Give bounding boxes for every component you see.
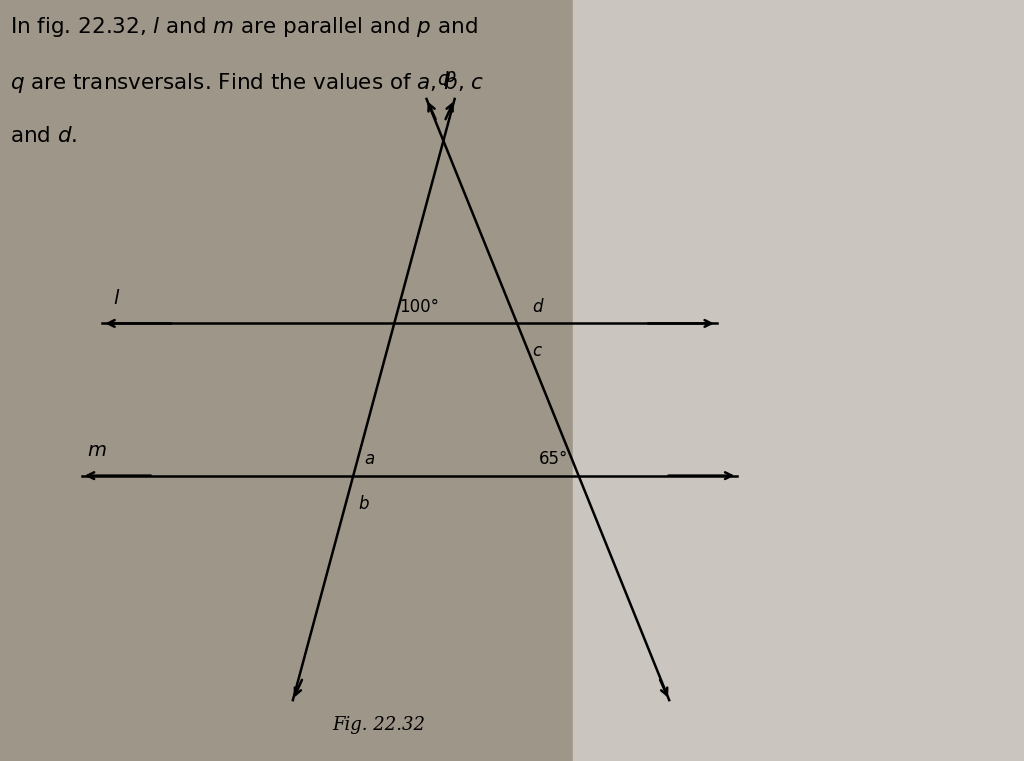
Text: $c$: $c$ xyxy=(532,342,544,361)
Text: In fig. 22.32, $l$ and $m$ are parallel and $p$ and: In fig. 22.32, $l$ and $m$ are parallel … xyxy=(10,15,478,40)
Bar xyxy=(573,0,1024,761)
Text: $p$: $p$ xyxy=(442,68,457,88)
Text: 100°: 100° xyxy=(399,298,439,316)
Text: $d$: $d$ xyxy=(532,298,545,316)
Text: $q$: $q$ xyxy=(437,72,451,91)
Text: $l$: $l$ xyxy=(113,289,120,308)
Text: and $d$.: and $d$. xyxy=(10,126,78,146)
Text: $m$: $m$ xyxy=(87,441,106,460)
Text: $a$: $a$ xyxy=(364,450,375,468)
Text: $b$: $b$ xyxy=(358,495,370,513)
Text: Fig. 22.32: Fig. 22.32 xyxy=(333,716,425,734)
Text: $q$ are transversals. Find the values of $a$, $b$, $c$: $q$ are transversals. Find the values of… xyxy=(10,71,484,95)
Text: 65°: 65° xyxy=(539,450,568,468)
